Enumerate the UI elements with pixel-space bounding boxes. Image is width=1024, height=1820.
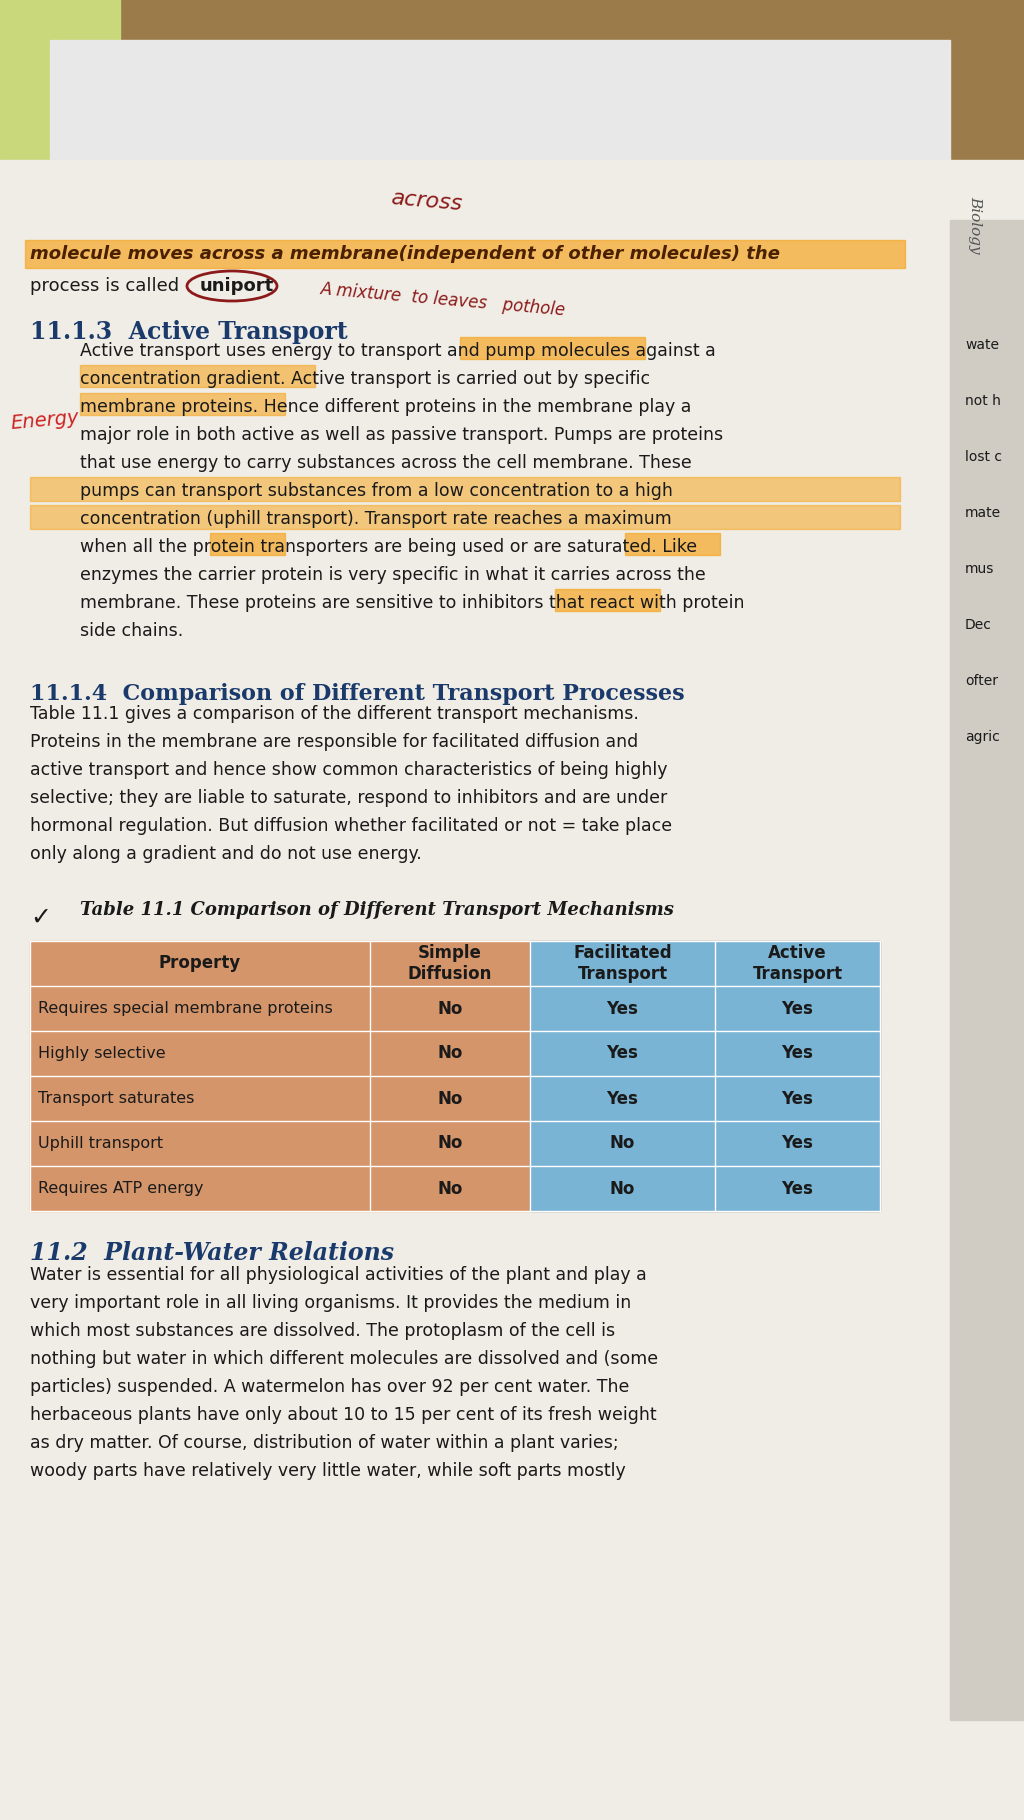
- Text: uniport: uniport: [200, 277, 274, 295]
- Text: major role in both active as well as passive transport. Pumps are proteins: major role in both active as well as pas…: [80, 426, 723, 444]
- Text: mate: mate: [965, 506, 1001, 521]
- Text: Active transport uses energy to transport and pump molecules against a: Active transport uses energy to transpor…: [80, 342, 716, 360]
- Bar: [30, 477, 900, 501]
- Text: Yes: Yes: [781, 1179, 813, 1198]
- Text: Transport saturates: Transport saturates: [38, 1090, 195, 1107]
- Text: active transport and hence show common characteristics of being highly: active transport and hence show common c…: [30, 761, 668, 779]
- Bar: [80, 393, 285, 415]
- Text: herbaceous plants have only about 10 to 15 per cent of its fresh weight: herbaceous plants have only about 10 to …: [30, 1407, 656, 1423]
- Text: No: No: [610, 1179, 635, 1198]
- Text: Table 11.1 gives a comparison of the different transport mechanisms.: Table 11.1 gives a comparison of the dif…: [30, 704, 639, 723]
- Text: Yes: Yes: [606, 1045, 638, 1063]
- Text: very important role in all living organisms. It provides the medium in: very important role in all living organi…: [30, 1294, 631, 1312]
- Text: No: No: [437, 1134, 463, 1152]
- Text: which most substances are dissolved. The protoplasm of the cell is: which most substances are dissolved. The…: [30, 1321, 615, 1340]
- Text: only along a gradient and do not use energy.: only along a gradient and do not use ene…: [30, 844, 422, 863]
- Text: Yes: Yes: [781, 1090, 813, 1108]
- Text: Active
Transport: Active Transport: [753, 945, 843, 983]
- Text: Yes: Yes: [781, 1045, 813, 1063]
- Text: as dry matter. Of course, distribution of water within a plant varies;: as dry matter. Of course, distribution o…: [30, 1434, 618, 1452]
- Bar: [625, 533, 720, 555]
- Text: No: No: [437, 1045, 463, 1063]
- Text: membrane proteins. Hence different proteins in the membrane play a: membrane proteins. Hence different prote…: [80, 399, 691, 417]
- Text: A mixture  to leaves   pothole: A mixture to leaves pothole: [319, 280, 566, 318]
- Text: selective; they are liable to saturate, respond to inhibitors and are under: selective; they are liable to saturate, …: [30, 790, 668, 806]
- Text: Simple
Diffusion: Simple Diffusion: [408, 945, 493, 983]
- Text: Yes: Yes: [606, 999, 638, 1017]
- Text: 11.2  Plant-Water Relations: 11.2 Plant-Water Relations: [30, 1241, 394, 1265]
- Text: agric: agric: [965, 730, 999, 744]
- Text: 11.1.3  Active Transport: 11.1.3 Active Transport: [30, 320, 347, 344]
- Text: across: across: [390, 187, 463, 215]
- Text: No: No: [437, 999, 463, 1017]
- Text: molecule moves across a membrane(independent of other molecules) the: molecule moves across a membrane(indepen…: [30, 246, 780, 264]
- Text: Proteins in the membrane are responsible for facilitated diffusion and: Proteins in the membrane are responsible…: [30, 733, 638, 752]
- Bar: [715, 941, 880, 1210]
- Text: process is called: process is called: [30, 277, 185, 295]
- Text: Yes: Yes: [606, 1090, 638, 1108]
- Bar: [80, 366, 315, 388]
- Text: hormonal regulation. But diffusion whether facilitated or not = take place: hormonal regulation. But diffusion wheth…: [30, 817, 672, 835]
- Bar: [950, 220, 1024, 1720]
- Text: that use energy to carry substances across the cell membrane. These: that use energy to carry substances acro…: [80, 453, 692, 471]
- Text: concentration gradient. Active transport is carried out by specific: concentration gradient. Active transport…: [80, 369, 650, 388]
- Text: No: No: [610, 1134, 635, 1152]
- Text: ofter: ofter: [965, 673, 998, 688]
- Text: Water is essential for all physiological activities of the plant and play a: Water is essential for all physiological…: [30, 1267, 647, 1283]
- Bar: [0, 89, 820, 220]
- Text: particles) suspended. A watermelon has over 92 per cent water. The: particles) suspended. A watermelon has o…: [30, 1378, 630, 1396]
- Bar: [30, 504, 900, 530]
- Text: when all the protein transporters are being used or are saturated. Like: when all the protein transporters are be…: [80, 539, 697, 555]
- Bar: [530, 941, 715, 1210]
- Text: enzymes the carrier protein is very specific in what it carries across the: enzymes the carrier protein is very spec…: [80, 566, 706, 584]
- Text: Dec: Dec: [965, 619, 992, 632]
- Text: mus: mus: [965, 562, 994, 575]
- Bar: [50, 40, 950, 220]
- Text: Highly selective: Highly selective: [38, 1046, 166, 1061]
- Text: membrane. These proteins are sensitive to inhibitors that react with protein: membrane. These proteins are sensitive t…: [80, 593, 744, 612]
- Text: Requires ATP energy: Requires ATP energy: [38, 1181, 204, 1196]
- Text: not h: not h: [965, 393, 1000, 408]
- Text: Requires special membrane proteins: Requires special membrane proteins: [38, 1001, 333, 1016]
- Bar: [0, 0, 1024, 169]
- Text: Facilitated
Transport: Facilitated Transport: [573, 945, 672, 983]
- Text: Property: Property: [159, 954, 241, 972]
- Text: Biology: Biology: [968, 197, 982, 253]
- Text: Table 11.1 Comparison of Different Transport Mechanisms: Table 11.1 Comparison of Different Trans…: [80, 901, 674, 919]
- Text: woody parts have relatively very little water, while soft parts mostly: woody parts have relatively very little …: [30, 1461, 626, 1480]
- Bar: [210, 533, 285, 555]
- Text: 11.1.4  Comparison of Different Transport Processes: 11.1.4 Comparison of Different Transport…: [30, 682, 685, 704]
- Bar: [460, 337, 645, 359]
- Text: Uphill transport: Uphill transport: [38, 1136, 163, 1150]
- Bar: [0, 0, 120, 280]
- Text: lost c: lost c: [965, 450, 1002, 464]
- Text: wate: wate: [965, 339, 999, 351]
- Text: pumps can transport substances from a low concentration to a high: pumps can transport substances from a lo…: [80, 482, 673, 500]
- Bar: [25, 240, 905, 268]
- Bar: [555, 590, 660, 612]
- Text: No: No: [437, 1179, 463, 1198]
- Text: side chains.: side chains.: [80, 622, 183, 641]
- Bar: [30, 941, 880, 1210]
- Text: Yes: Yes: [781, 999, 813, 1017]
- Text: No: No: [437, 1090, 463, 1108]
- Text: concentration (uphill transport). Transport rate reaches a maximum: concentration (uphill transport). Transp…: [80, 510, 672, 528]
- Text: Energy: Energy: [10, 408, 80, 433]
- Text: ✓: ✓: [30, 906, 51, 930]
- Text: Yes: Yes: [781, 1134, 813, 1152]
- Bar: [100, 71, 906, 298]
- Text: nothing but water in which different molecules are dissolved and (some: nothing but water in which different mol…: [30, 1350, 658, 1369]
